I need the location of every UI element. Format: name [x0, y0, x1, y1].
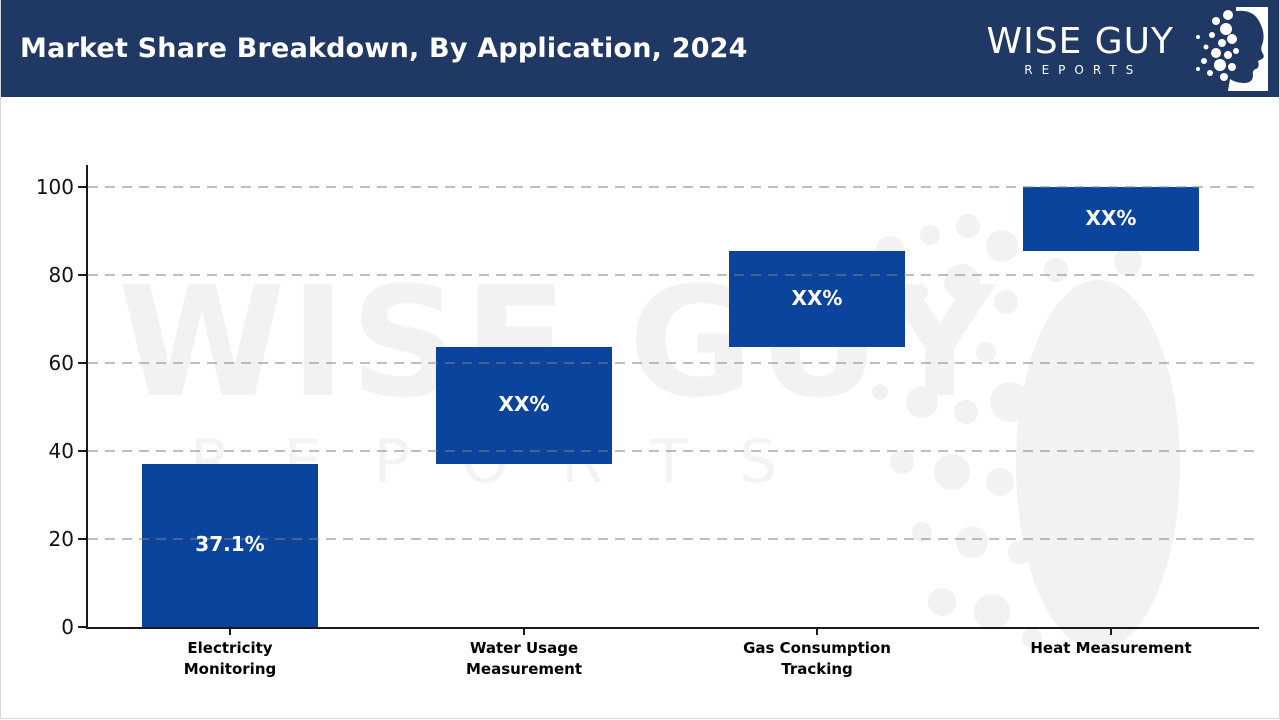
- y-tick-mark-0: [78, 626, 87, 628]
- y-tick-label: 100: [35, 175, 74, 199]
- bar-electricity-monitoring: [142, 463, 318, 627]
- header-bar: Market Share Breakdown, By Application, …: [0, 0, 1280, 97]
- bar-value-label: XX%: [1085, 205, 1137, 230]
- gridline-100: [88, 186, 1258, 188]
- chart-title: Market Share Breakdown, By Application, …: [20, 33, 748, 64]
- x-axis-spine: [86, 627, 1259, 629]
- y-tick-mark-60: [78, 362, 87, 364]
- y-tick-label: 80: [48, 263, 74, 287]
- y-tick-mark-80: [78, 274, 87, 276]
- y-tick-label: 0: [61, 615, 74, 639]
- bar-gas-consumption-tracking: [729, 250, 905, 348]
- y-tick-mark-20: [78, 538, 87, 540]
- bar-water-usage-measurement: [436, 347, 612, 464]
- y-tick-label: 60: [48, 351, 74, 375]
- x-category-label: Water Usage Measurement: [465, 639, 583, 678]
- gridline-40: [88, 450, 1258, 452]
- x-category-label: Electricity Monitoring: [183, 639, 277, 678]
- gridline-20: [88, 538, 1258, 540]
- y-axis-spine: [86, 165, 88, 629]
- y-tick-mark-40: [78, 450, 87, 452]
- x-category-label: Gas Consumption Tracking: [743, 639, 891, 678]
- logo-wordmark: WISE GUY: [986, 20, 1174, 62]
- wiseguy-logo: WISE GUY REPORTS: [986, 6, 1268, 92]
- waterfall-chart: WISE GUY REPORTS 37.1%XX%XX%XX% 02040608…: [0, 97, 1280, 720]
- x-category-label: Heat Measurement: [1030, 639, 1192, 657]
- watermark-face-icon: [872, 214, 1180, 650]
- logo-face-icon: [1196, 7, 1268, 91]
- x-tick-mark: [1110, 629, 1112, 635]
- logo-subtitle: REPORTS: [1024, 62, 1143, 77]
- bar-heat-measurement: [1023, 187, 1199, 251]
- gridline-60: [88, 362, 1258, 364]
- x-tick-mark: [816, 629, 818, 635]
- y-tick-label: 40: [48, 439, 74, 463]
- gridline-80: [88, 274, 1258, 276]
- bar-value-label: XX%: [498, 392, 550, 417]
- bar-value-label: 37.1%: [195, 532, 265, 557]
- logo-text: WISE GUY REPORTS: [986, 20, 1175, 77]
- y-tick-label: 20: [48, 527, 74, 551]
- y-tick-mark-100: [78, 186, 87, 188]
- x-tick-mark: [523, 629, 525, 635]
- x-tick-mark: [229, 629, 231, 635]
- bar-value-label: XX%: [791, 285, 843, 310]
